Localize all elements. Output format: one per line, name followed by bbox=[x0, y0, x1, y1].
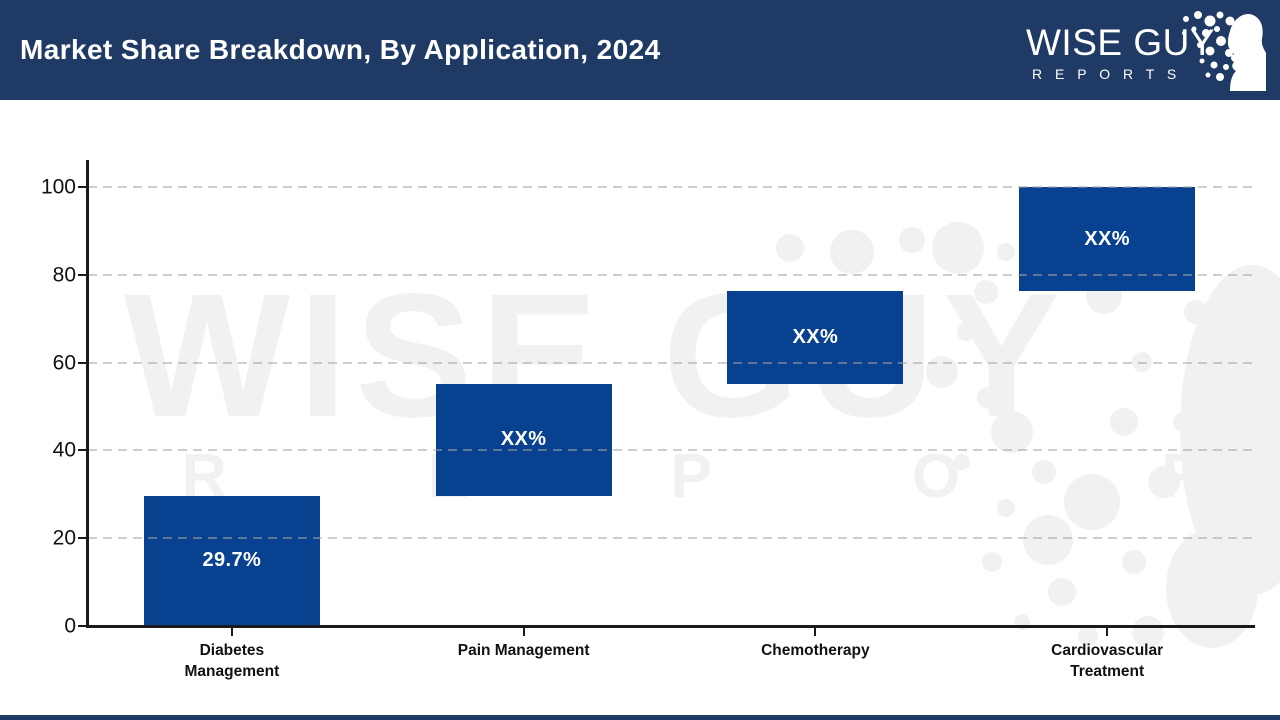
bar-segment-3: XX% bbox=[727, 291, 904, 384]
bar-value-label: XX% bbox=[500, 428, 547, 451]
header-bar: Market Share Breakdown, By Application, … bbox=[0, 0, 1280, 100]
wise-guy-reports-logo: WISE GUY R E P O R T S bbox=[1026, 11, 1266, 92]
bar-value-label: XX% bbox=[1084, 227, 1130, 250]
bar-segment-2: XX% bbox=[435, 383, 612, 496]
page-title: Market Share Breakdown, By Application, … bbox=[20, 34, 661, 65]
bar-value-label: XX% bbox=[792, 325, 839, 348]
logo-wise-guy-text: WISE GUY bbox=[1026, 22, 1215, 63]
bar-segment-4: XX% bbox=[1019, 187, 1196, 292]
logo-face-icon bbox=[1182, 11, 1266, 92]
bar-value-label: 29.7% bbox=[202, 549, 262, 572]
bar-segment-1: 29.7% bbox=[143, 495, 320, 626]
logo-reports-text: R E P O R T S bbox=[1032, 66, 1181, 82]
footer-strip bbox=[0, 715, 1280, 720]
